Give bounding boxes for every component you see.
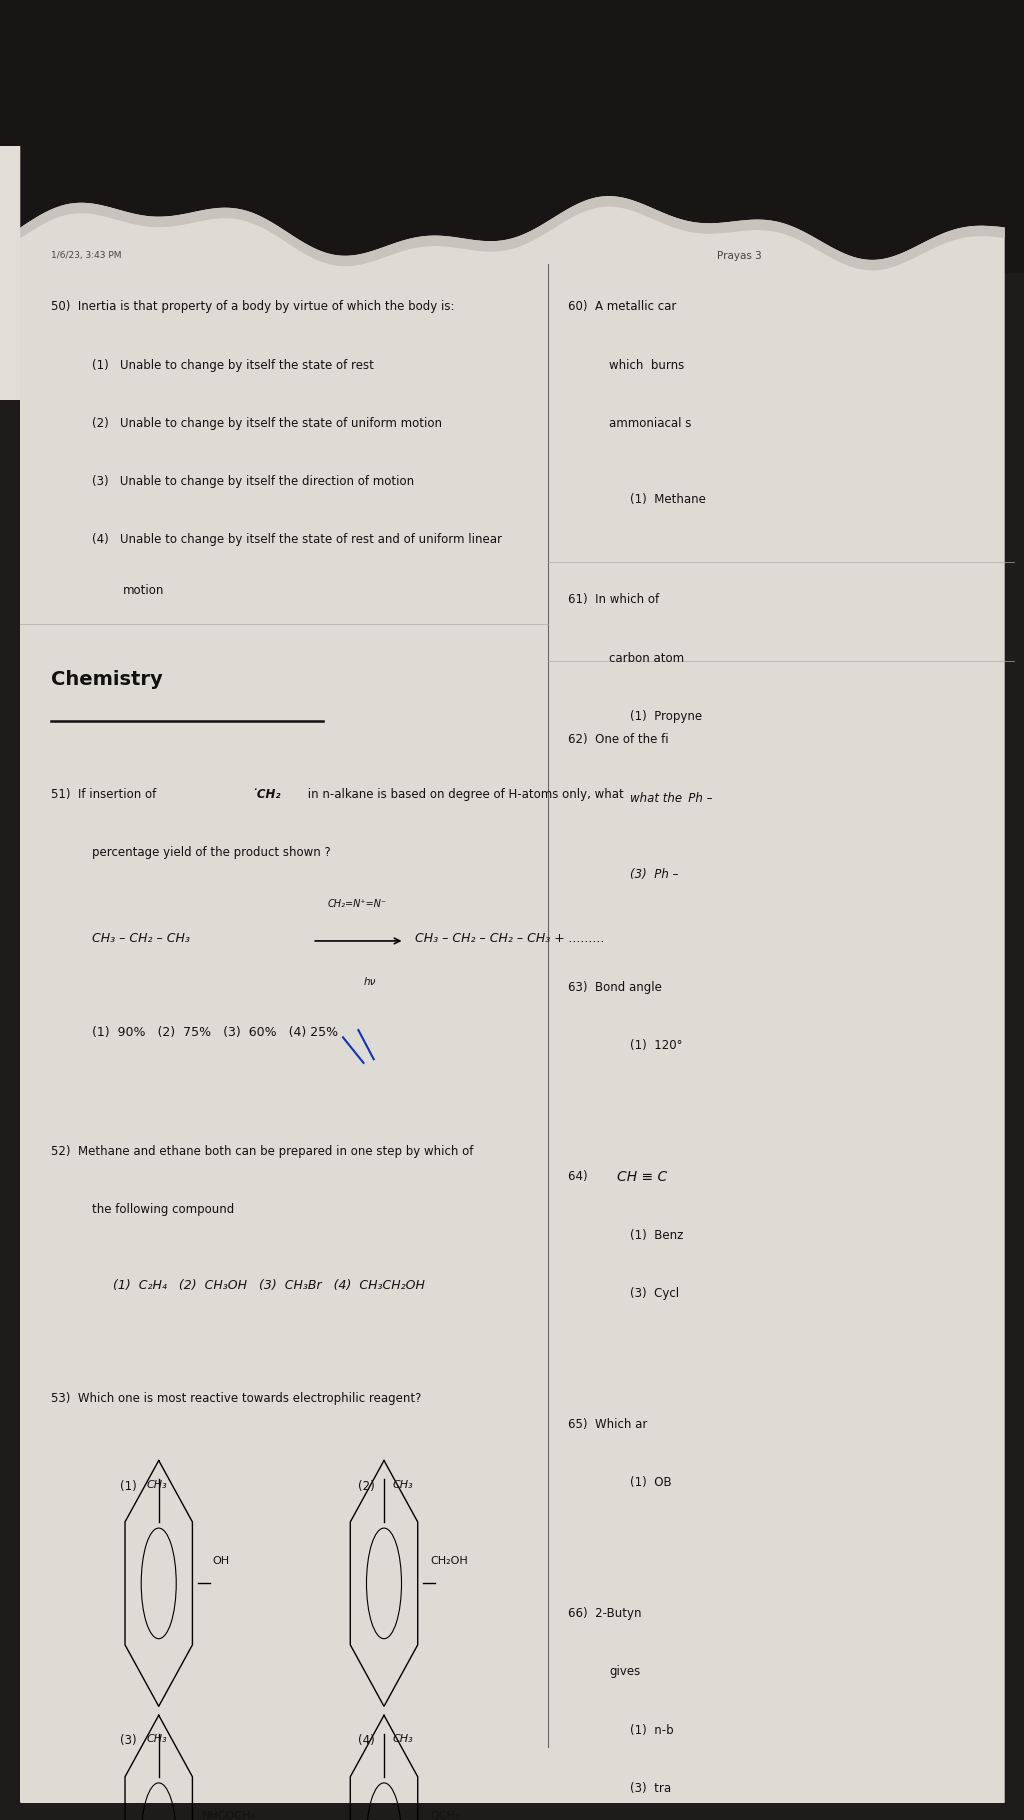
- Text: what the  Ph –: what the Ph –: [630, 792, 713, 804]
- Text: motion: motion: [123, 584, 164, 597]
- Text: percentage yield of the product shown ?: percentage yield of the product shown ?: [92, 846, 331, 859]
- Text: 50)  Inertia is that property of a body by virtue of which the body is:: 50) Inertia is that property of a body b…: [51, 300, 455, 313]
- Text: (4)   Unable to change by itself the state of rest and of uniform linear: (4) Unable to change by itself the state…: [92, 533, 502, 546]
- Text: CH ≡ C: CH ≡ C: [617, 1170, 668, 1185]
- Text: CH₃: CH₃: [392, 1734, 413, 1744]
- Text: carbon atom: carbon atom: [609, 652, 684, 664]
- Text: 53)  Which one is most reactive towards electrophilic reagent?: 53) Which one is most reactive towards e…: [51, 1392, 422, 1405]
- Text: ammoniacal s: ammoniacal s: [609, 417, 691, 430]
- Text: gives: gives: [609, 1665, 641, 1678]
- Polygon shape: [0, 146, 563, 400]
- Text: 60)  A metallic car: 60) A metallic car: [568, 300, 677, 313]
- Text: hν: hν: [364, 977, 376, 986]
- Text: CH₃: CH₃: [146, 1734, 167, 1744]
- Text: (1)  Benz: (1) Benz: [630, 1228, 683, 1241]
- Text: CH₂=N⁺=N⁻: CH₂=N⁺=N⁻: [328, 899, 387, 908]
- Text: the following compound: the following compound: [92, 1203, 234, 1216]
- Text: 61)  In which of: 61) In which of: [568, 593, 659, 606]
- Text: OH: OH: [212, 1556, 229, 1565]
- Text: (1): (1): [120, 1480, 136, 1492]
- Text: (1)  Propyne: (1) Propyne: [630, 710, 701, 723]
- Text: 63)  Bond angle: 63) Bond angle: [568, 981, 663, 994]
- Text: Prayas 3: Prayas 3: [717, 251, 762, 260]
- Text: CH₃: CH₃: [146, 1480, 167, 1489]
- Text: (3)  Ph –: (3) Ph –: [630, 868, 678, 881]
- Text: 52)  Methane and ethane both can be prepared in one step by which of: 52) Methane and ethane both can be prepa…: [51, 1145, 473, 1158]
- Text: CH₃: CH₃: [392, 1480, 413, 1489]
- Polygon shape: [0, 0, 1024, 273]
- Text: (1)  C₂H₄   (2)  CH₃OH   (3)  CH₃Br   (4)  CH₃CH₂OH: (1) C₂H₄ (2) CH₃OH (3) CH₃Br (4) CH₃CH₂O…: [113, 1279, 425, 1292]
- Text: 65)  Which ar: 65) Which ar: [568, 1418, 648, 1431]
- Polygon shape: [20, 218, 1004, 1802]
- Text: CH₂OH: CH₂OH: [430, 1556, 468, 1565]
- Text: CH₃ – CH₂ – CH₂ – CH₃ + .........: CH₃ – CH₂ – CH₂ – CH₃ + .........: [415, 932, 604, 945]
- Text: 1/6/23, 3:43 PM: 1/6/23, 3:43 PM: [51, 251, 122, 260]
- Text: 51)  If insertion of: 51) If insertion of: [51, 788, 160, 801]
- Text: CH₃ – CH₂ – CH₃: CH₃ – CH₂ – CH₃: [92, 932, 190, 945]
- Text: which  burns: which burns: [609, 359, 684, 371]
- Text: (3)  tra: (3) tra: [630, 1782, 671, 1795]
- Text: (1)  OB: (1) OB: [630, 1476, 672, 1489]
- Text: 62)  One of the fi: 62) One of the fi: [568, 733, 669, 746]
- Text: (3)  Cycl: (3) Cycl: [630, 1287, 679, 1299]
- Text: ˙CH₂: ˙CH₂: [251, 788, 281, 801]
- Text: Chemistry: Chemistry: [51, 670, 163, 688]
- Text: (1)  n-b: (1) n-b: [630, 1724, 674, 1736]
- Text: (2): (2): [358, 1480, 375, 1492]
- Text: (2)   Unable to change by itself the state of uniform motion: (2) Unable to change by itself the state…: [92, 417, 442, 430]
- Text: (1)  120°: (1) 120°: [630, 1039, 682, 1052]
- Text: 64): 64): [568, 1170, 595, 1183]
- Text: (1)  90%   (2)  75%   (3)  60%   (4) 25%: (1) 90% (2) 75% (3) 60% (4) 25%: [92, 1026, 338, 1039]
- Text: NHCOCH₃: NHCOCH₃: [202, 1811, 256, 1820]
- Text: (4): (4): [358, 1734, 375, 1747]
- Text: in n-alkane is based on degree of H-atoms only, what: in n-alkane is based on degree of H-atom…: [304, 788, 624, 801]
- Text: (3)   Unable to change by itself the direction of motion: (3) Unable to change by itself the direc…: [92, 475, 415, 488]
- Text: OCH₃: OCH₃: [430, 1811, 460, 1820]
- Text: 66)  2-Butyn: 66) 2-Butyn: [568, 1607, 642, 1620]
- Text: (1)  Methane: (1) Methane: [630, 493, 706, 506]
- Text: (1)   Unable to change by itself the state of rest: (1) Unable to change by itself the state…: [92, 359, 374, 371]
- Text: (3): (3): [120, 1734, 136, 1747]
